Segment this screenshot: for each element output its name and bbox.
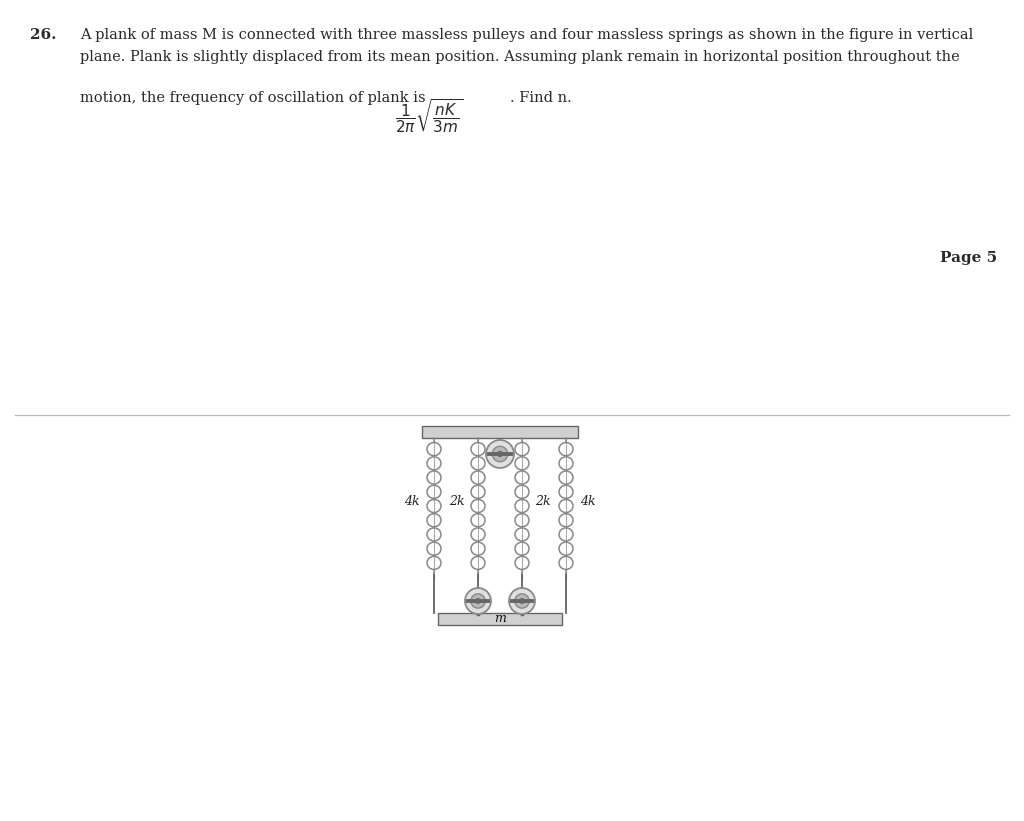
Text: plane. Plank is slightly displaced from its mean position. Assuming plank remain: plane. Plank is slightly displaced from … (80, 50, 959, 64)
Text: 4k: 4k (580, 494, 596, 507)
Text: A plank of mass M is connected with three massless pulleys and four massless spr: A plank of mass M is connected with thre… (80, 28, 973, 42)
Circle shape (465, 588, 490, 614)
Circle shape (498, 452, 503, 456)
Circle shape (509, 588, 535, 614)
Circle shape (493, 447, 508, 461)
Text: motion, the frequency of oscillation of plank is: motion, the frequency of oscillation of … (80, 91, 430, 105)
Text: 2k: 2k (450, 494, 465, 507)
Text: $\dfrac{1}{2\pi}\sqrt{\dfrac{nK}{3m}}$: $\dfrac{1}{2\pi}\sqrt{\dfrac{nK}{3m}}$ (395, 97, 463, 135)
Text: Page 5: Page 5 (940, 251, 997, 265)
Circle shape (486, 440, 514, 468)
Circle shape (471, 594, 485, 608)
Bar (438, 613, 562, 625)
Text: 26.: 26. (30, 28, 56, 42)
Bar (422, 426, 578, 438)
Circle shape (515, 594, 529, 608)
Text: . Find n.: . Find n. (510, 91, 571, 105)
Circle shape (476, 599, 480, 603)
Text: 4k: 4k (404, 494, 420, 507)
Circle shape (519, 599, 524, 603)
Text: m: m (494, 612, 506, 626)
Text: 2k: 2k (535, 494, 551, 507)
